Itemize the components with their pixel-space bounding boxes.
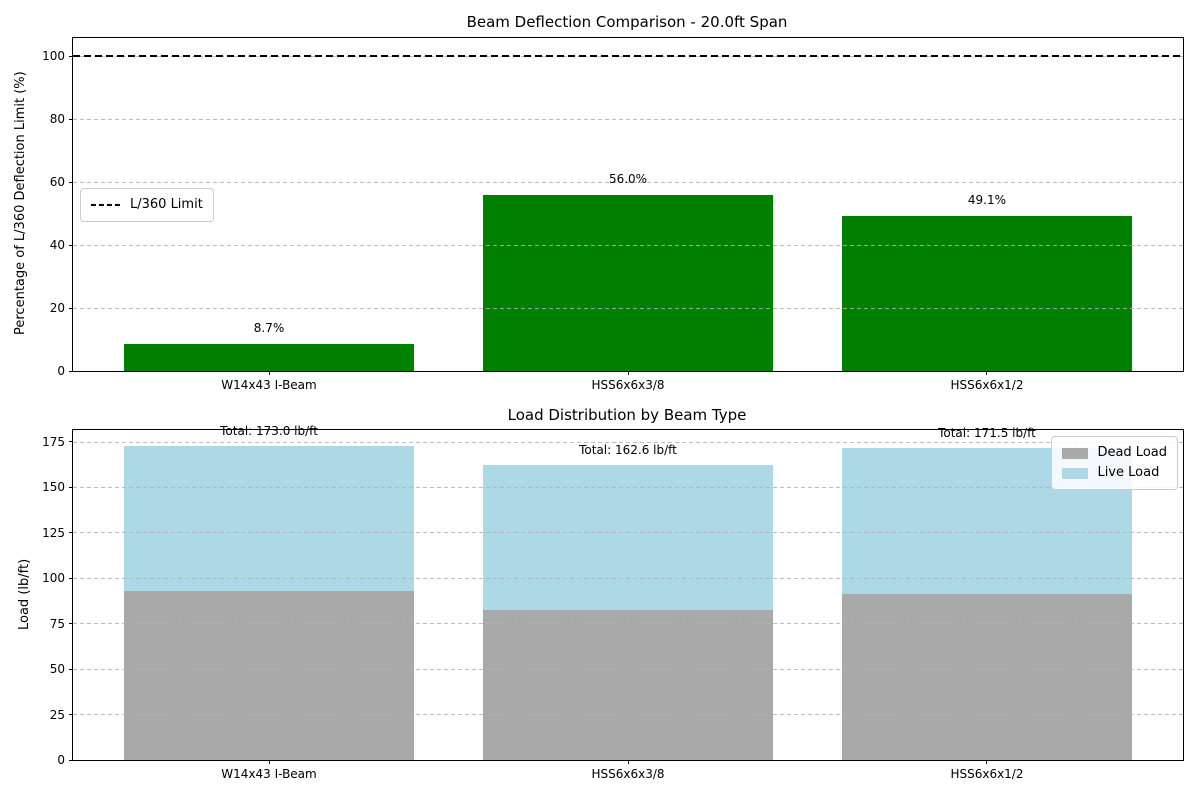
y-tick-mark bbox=[69, 55, 73, 57]
x-tick-label: HSS6x6x1/2 bbox=[950, 767, 1024, 781]
legend-item-l360-limit: L/360 Limit bbox=[91, 195, 203, 215]
y-tick-mark bbox=[69, 577, 73, 579]
y-tick-mark bbox=[69, 668, 73, 670]
stacked-bar-segment bbox=[483, 464, 773, 610]
dead-load-swatch-icon bbox=[1062, 447, 1089, 459]
stacked-bar-segment bbox=[483, 609, 773, 760]
y-tick-label: 125 bbox=[42, 525, 65, 540]
y-tick-label: 60 bbox=[49, 175, 65, 190]
x-tick-label: W14x43 I-Beam bbox=[221, 378, 317, 392]
gridline bbox=[73, 486, 1183, 488]
x-tick-mark bbox=[986, 760, 988, 764]
deflection-chart-title: Beam Deflection Comparison - 20.0ft Span bbox=[466, 13, 788, 31]
gridline bbox=[73, 714, 1183, 716]
bar-total-label: Total: 173.0 lb/ft bbox=[220, 423, 318, 438]
deflection-plot-area: L/360 Limit 0 20 40 60 80 100 W14x43 I-Beam HSS… bbox=[42, 37, 1184, 392]
bar-value-label: 8.7% bbox=[253, 320, 285, 335]
bar-total-label: Total: 162.6 lb/ft bbox=[579, 442, 677, 457]
deflection-y-axis-label: Percentage of L/360 Deflection Limit (%) bbox=[13, 71, 28, 336]
x-tick-mark bbox=[268, 760, 270, 764]
legend-label: Live Load bbox=[1097, 465, 1160, 480]
y-tick-label: 80 bbox=[49, 112, 65, 127]
y-tick-label: 50 bbox=[49, 662, 65, 677]
x-tick-label: HSS6x6x1/2 bbox=[950, 378, 1024, 392]
y-tick-mark bbox=[69, 307, 73, 309]
y-tick-label: 100 bbox=[42, 49, 65, 64]
y-tick-mark bbox=[69, 714, 73, 716]
bar bbox=[124, 343, 414, 371]
legend-label: L/360 Limit bbox=[130, 196, 203, 212]
load-plot-area: Dead Load Live Load 0 25 50 75 100 125 150 175 W… bbox=[42, 424, 1184, 781]
gridline bbox=[73, 668, 1183, 670]
stacked-bar-segment bbox=[842, 593, 1132, 760]
y-tick-label: 20 bbox=[49, 301, 65, 316]
y-tick-mark bbox=[69, 118, 73, 120]
bar-value-label: 56.0% bbox=[608, 171, 648, 186]
gridline bbox=[73, 181, 1183, 183]
gridline bbox=[73, 532, 1183, 534]
bar bbox=[842, 216, 1132, 371]
stacked-bar-segment bbox=[124, 591, 414, 760]
y-tick-label: 100 bbox=[42, 571, 65, 586]
x-tick-mark bbox=[268, 371, 270, 375]
y-tick-label: 40 bbox=[49, 238, 65, 253]
load-legend: Dead Load Live Load bbox=[1051, 436, 1178, 490]
y-tick-mark bbox=[69, 623, 73, 625]
legend-item-live-load: Live Load bbox=[1062, 463, 1167, 483]
x-tick-label: HSS6x6x3/8 bbox=[591, 767, 665, 781]
x-tick-label: W14x43 I-Beam bbox=[221, 767, 317, 781]
y-tick-mark bbox=[69, 244, 73, 246]
y-tick-mark bbox=[69, 370, 73, 372]
gridline bbox=[73, 623, 1183, 625]
y-tick-mark bbox=[69, 759, 73, 761]
x-tick-mark bbox=[986, 371, 988, 375]
load-chart-title: Load Distribution by Beam Type bbox=[507, 406, 747, 424]
gridline bbox=[73, 577, 1183, 579]
x-tick-label: HSS6x6x3/8 bbox=[591, 378, 665, 392]
gridline bbox=[73, 441, 1183, 443]
stacked-bar-segment bbox=[124, 445, 414, 592]
load-y-axis-label: Load (lb/ft) bbox=[17, 558, 32, 630]
legend-label: Dead Load bbox=[1097, 445, 1167, 460]
y-tick-mark bbox=[69, 181, 73, 183]
y-tick-mark bbox=[69, 486, 73, 488]
gridline bbox=[73, 244, 1183, 246]
live-load-swatch-icon bbox=[1062, 467, 1089, 479]
gridline bbox=[73, 118, 1183, 120]
y-tick-label: 175 bbox=[42, 434, 65, 449]
y-tick-mark bbox=[69, 441, 73, 443]
y-tick-label: 150 bbox=[42, 480, 65, 495]
legend-item-dead-load: Dead Load bbox=[1062, 443, 1167, 463]
y-tick-mark bbox=[69, 532, 73, 534]
dashed-line-swatch-icon bbox=[91, 203, 121, 206]
x-tick-mark bbox=[627, 760, 629, 764]
x-tick-mark bbox=[627, 371, 629, 375]
y-tick-label: 0 bbox=[57, 753, 65, 767]
bar-total-label: Total: 171.5 lb/ft bbox=[938, 426, 1036, 441]
deflection-legend: L/360 Limit bbox=[80, 187, 214, 222]
y-tick-label: 75 bbox=[49, 616, 65, 631]
y-tick-label: 0 bbox=[57, 364, 65, 378]
y-tick-label: 25 bbox=[49, 707, 65, 722]
bar bbox=[483, 194, 773, 371]
bar-value-label: 49.1% bbox=[967, 193, 1007, 208]
l360-limit-line bbox=[73, 55, 1183, 58]
gridline bbox=[73, 307, 1183, 309]
